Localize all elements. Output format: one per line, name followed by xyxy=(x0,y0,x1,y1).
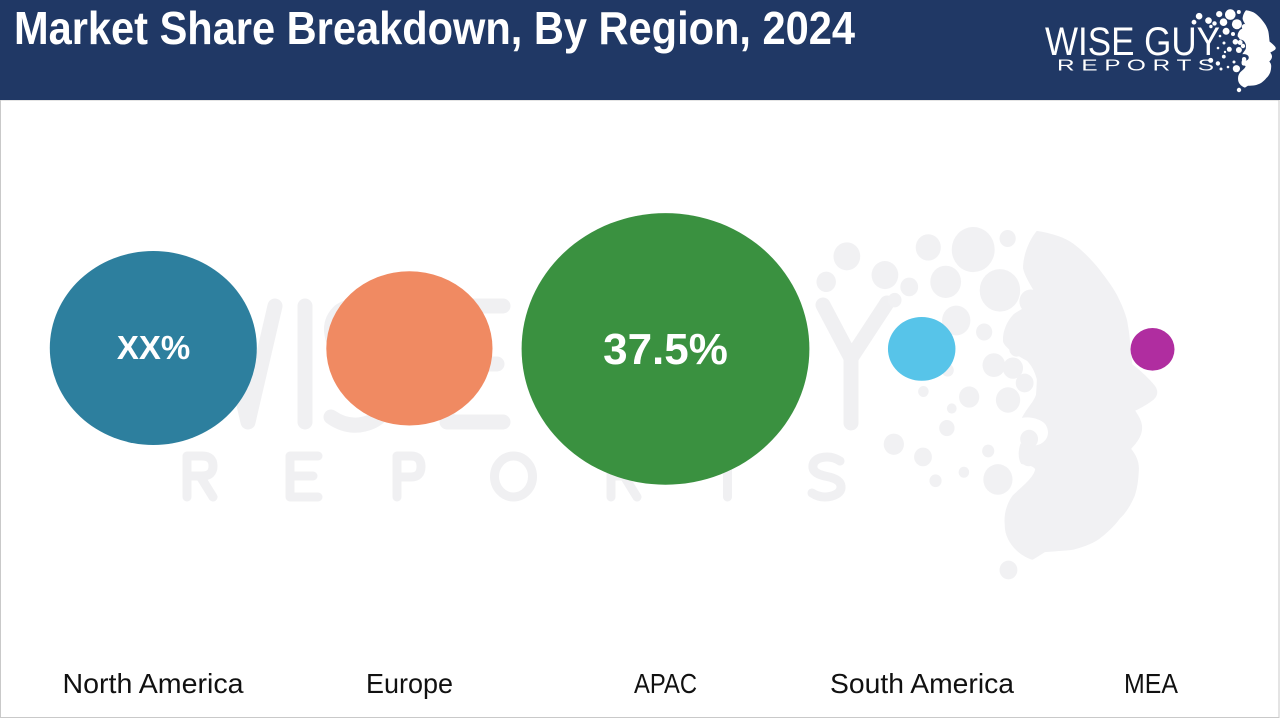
svg-text:37.5%: 37.5% xyxy=(603,325,728,374)
svg-text:South America: South America xyxy=(830,668,1015,699)
svg-text:North America: North America xyxy=(63,668,245,699)
svg-text:R E P O R T S: R E P O R T S xyxy=(1057,57,1214,74)
svg-text:MEA: MEA xyxy=(1124,668,1179,699)
svg-text:Market Share Breakdown, By Reg: Market Share Breakdown, By Region, 2024 xyxy=(14,2,855,54)
svg-text:APAC: APAC xyxy=(634,668,697,699)
svg-text:WISE GUY: WISE GUY xyxy=(1045,20,1220,64)
svg-text:Europe: Europe xyxy=(366,668,453,699)
svg-text:XX%: XX% xyxy=(117,329,190,366)
